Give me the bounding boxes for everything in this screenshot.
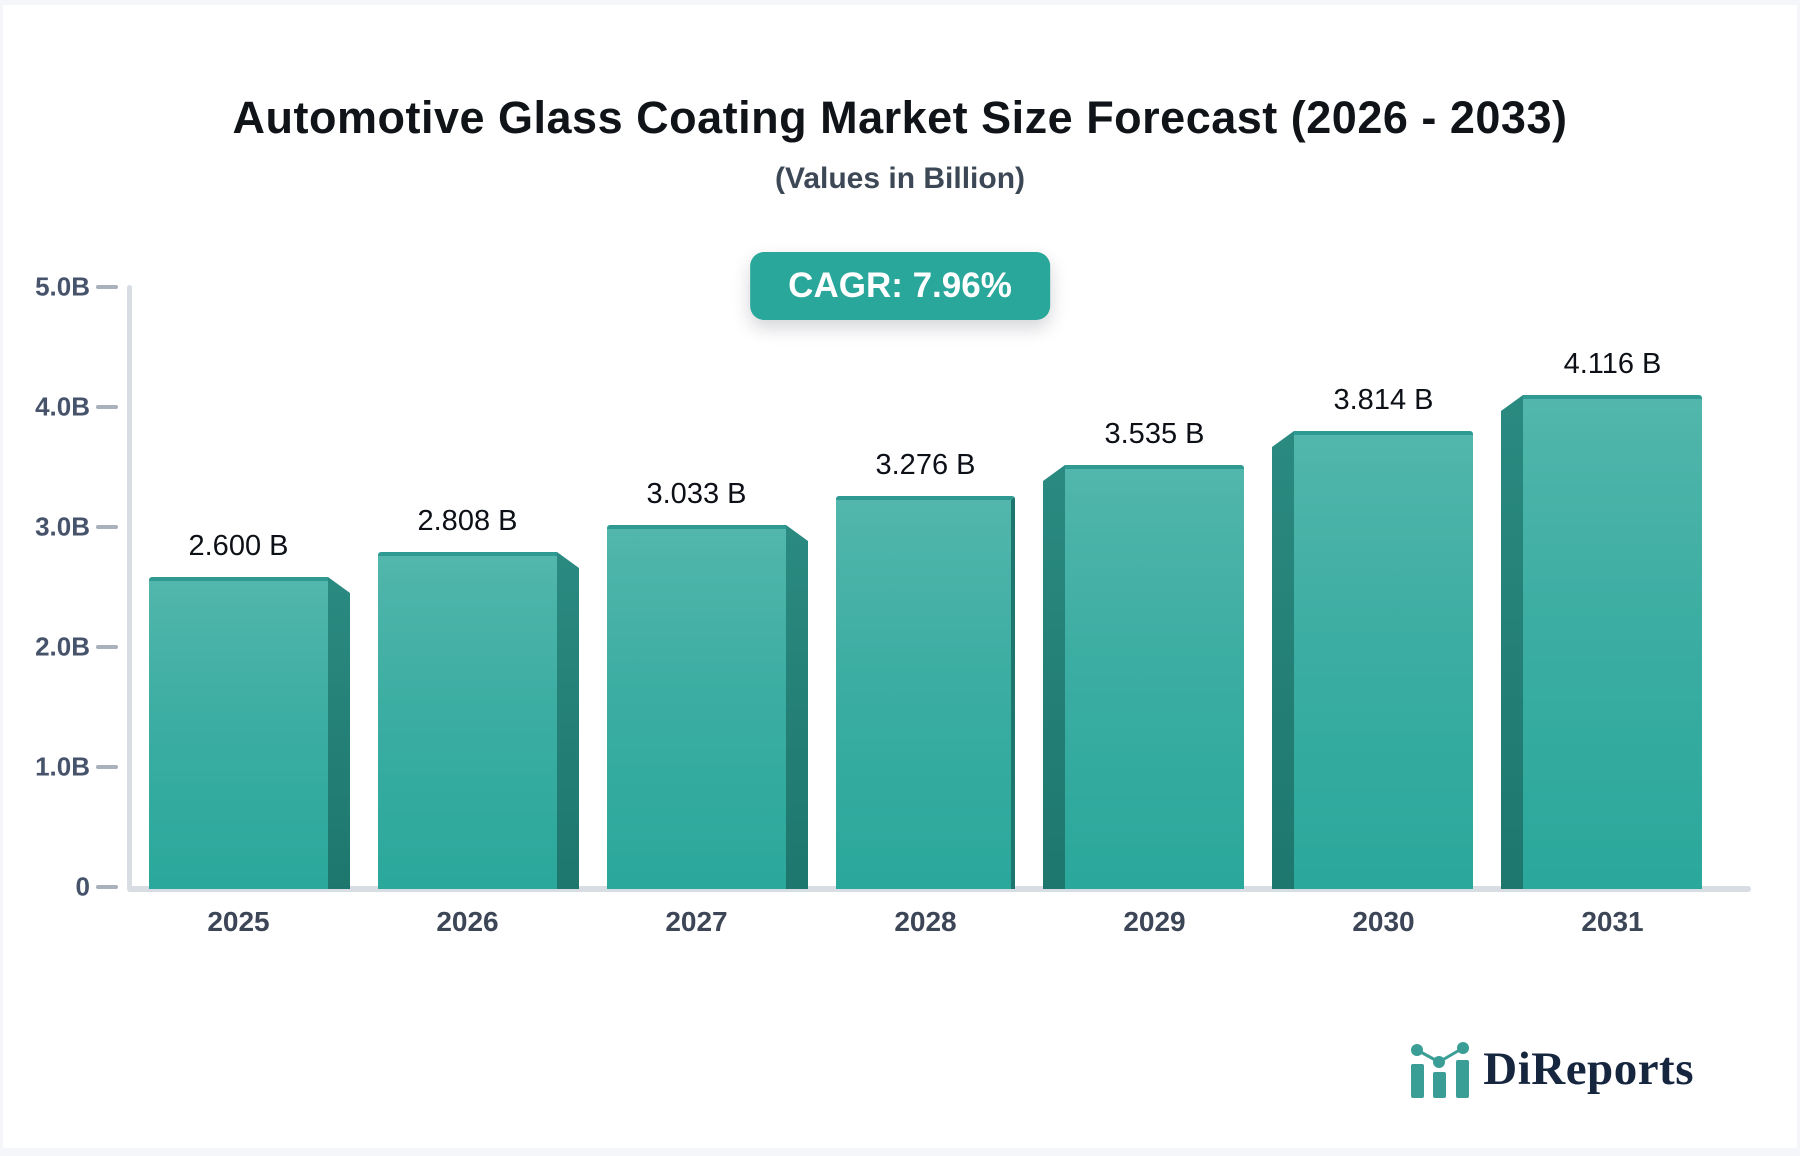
y-axis-tick: [96, 645, 118, 649]
y-axis-tick-label: 3.0B: [35, 511, 90, 542]
bar-side-face: [786, 525, 808, 889]
y-axis-tick-label: 1.0B: [35, 751, 90, 782]
direports-logo[interactable]: DiReports: [1409, 1038, 1694, 1100]
bar-side-face: [328, 577, 350, 889]
bar-side-face: [1043, 465, 1065, 889]
bar-chart-logo-icon: [1409, 1038, 1473, 1100]
bar-2030[interactable]: [1294, 431, 1473, 889]
x-axis-label-2031: 2031: [1581, 906, 1644, 937]
bar-side-face: [1272, 431, 1294, 889]
y-axis-tick-label: 0: [75, 871, 90, 902]
y-axis-tick: [96, 525, 118, 529]
bar-value-label: 4.116 B: [1563, 348, 1662, 380]
x-axis-label-2027: 2027: [665, 906, 728, 937]
bar-2031[interactable]: [1523, 395, 1702, 889]
bar-value-label: 3.276 B: [875, 449, 976, 481]
chart-subtitle: (Values in Billion): [774, 162, 1026, 195]
bar-2028[interactable]: [836, 496, 1015, 889]
x-axis-label-2025: 2025: [207, 906, 270, 937]
x-axis-line: [127, 886, 1751, 892]
bar-value-label: 2.600 B: [188, 530, 289, 562]
bar-side-face: [1501, 395, 1523, 889]
y-axis-line: [127, 285, 132, 889]
bar-value-label: 3.033 B: [646, 478, 747, 510]
bar-value-label: 3.535 B: [1104, 418, 1205, 450]
bar-value-label: 3.814 B: [1333, 384, 1434, 416]
bar-2027[interactable]: [607, 525, 786, 889]
y-axis-tick: [96, 285, 118, 289]
bar-2025[interactable]: [149, 577, 328, 889]
bar-2029[interactable]: [1065, 465, 1244, 889]
cagr-badge: CAGR: 7.96%: [750, 252, 1050, 320]
x-axis-label-2028: 2028: [894, 906, 957, 937]
y-axis-tick: [96, 885, 118, 889]
y-axis-tick-label: 4.0B: [35, 391, 90, 422]
x-axis-label-2030: 2030: [1352, 906, 1415, 937]
y-axis-tick-label: 2.0B: [35, 631, 90, 662]
x-axis-label-2026: 2026: [436, 906, 499, 937]
y-axis-tick-label: 5.0B: [35, 271, 90, 302]
y-axis-tick: [96, 405, 118, 409]
chart-title: Automotive Glass Coating Market Size For…: [232, 92, 1568, 143]
bar-side-face: [557, 552, 579, 889]
logo-text: DiReports: [1483, 1043, 1694, 1095]
bar-2026[interactable]: [378, 552, 557, 889]
y-axis-tick: [96, 765, 118, 769]
x-axis-label-2029: 2029: [1123, 906, 1186, 937]
bar-value-label: 2.808 B: [417, 505, 518, 537]
